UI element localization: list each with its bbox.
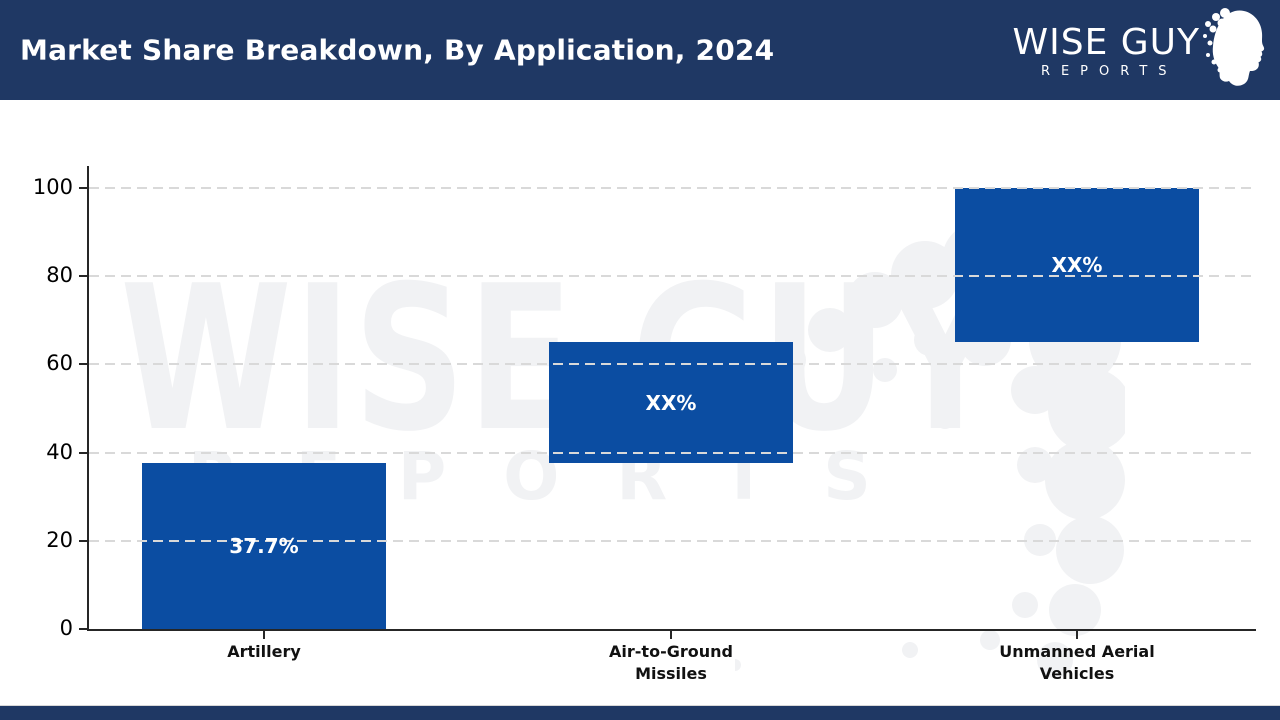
header-banner: Market Share Breakdown, By Application, …	[0, 0, 1280, 100]
category-label: Air-to-Ground Missiles	[609, 642, 733, 683]
dotted-head-icon	[1203, 8, 1265, 86]
y-tick-label: 80	[46, 263, 73, 288]
y-tick-label: 0	[59, 616, 73, 640]
x-tick-mark	[670, 631, 672, 639]
wiseguy-logo: WISE GUY REPORTS	[1013, 8, 1269, 94]
y-tick-label: 100	[32, 175, 73, 200]
x-tick-mark	[263, 631, 265, 639]
bar-value-label: XX%	[645, 390, 697, 415]
y-tick-mark	[79, 363, 87, 366]
gridline	[89, 363, 1256, 366]
gridline	[89, 451, 1256, 454]
chart-area: WISE GUY REPORTS 37.7% XX% XX% 0 20 40 60 80 100…	[0, 100, 1280, 705]
footer-bar	[0, 706, 1280, 720]
y-tick-mark	[79, 628, 87, 630]
bar: 37.7%	[142, 462, 386, 629]
gridline	[89, 275, 1256, 278]
category-label: Unmanned Aerial Vehicles	[999, 642, 1155, 683]
gridline	[89, 187, 1256, 190]
y-tick-label: 60	[46, 351, 73, 376]
footer-hairline	[0, 705, 1280, 706]
logo-text: WISE GUY REPORTS	[1013, 23, 1201, 79]
y-tick-mark	[79, 539, 87, 542]
y-tick-label: 40	[46, 439, 73, 464]
y-tick-mark	[79, 187, 87, 190]
category-label: Artillery	[227, 642, 301, 661]
logo-wordmark: WISE GUY	[1012, 22, 1200, 64]
x-axis-line	[87, 629, 1256, 631]
bar-value-label: 37.7%	[229, 533, 299, 558]
bar: XX%	[549, 342, 793, 463]
logo-subtitle: REPORTS	[1040, 63, 1178, 79]
y-tick-mark	[79, 275, 87, 278]
y-tick-mark	[79, 451, 87, 454]
y-axis-line	[87, 166, 89, 631]
x-tick-mark	[1076, 631, 1078, 639]
bar-value-label: XX%	[1051, 253, 1103, 278]
bar: XX%	[955, 188, 1199, 343]
page-title: Market Share Breakdown, By Application, …	[20, 33, 775, 67]
gridline	[89, 539, 1256, 542]
y-tick-label: 20	[46, 527, 73, 552]
